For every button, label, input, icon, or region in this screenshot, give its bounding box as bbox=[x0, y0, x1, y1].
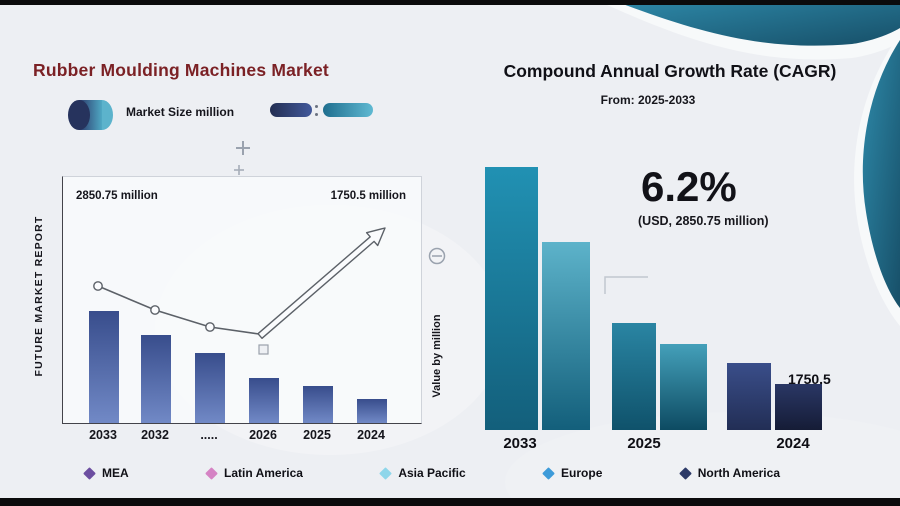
market-size-legend: Market Size million bbox=[64, 93, 394, 137]
cylinder-icon bbox=[68, 100, 113, 130]
legend-item-asia-pacific: Asia Pacific bbox=[379, 466, 466, 480]
market-x-labels: 2033 2032..... 2026 2025 2024 bbox=[62, 428, 420, 446]
market-bar-2032 bbox=[141, 335, 171, 423]
cagr-bar-2024-1 bbox=[727, 363, 771, 430]
diamond-icon bbox=[205, 466, 218, 480]
legend-pill-teal bbox=[323, 103, 373, 117]
legend-colon-separator bbox=[315, 105, 318, 116]
circle-minus-decoration-icon bbox=[428, 247, 446, 265]
legend-item-mea: MEA bbox=[83, 466, 129, 480]
value-annotation: 1750.5 bbox=[788, 371, 831, 387]
cagr-title: Compound Annual Growth Rate (CAGR) bbox=[503, 61, 837, 81]
corner-bracket-decoration bbox=[604, 276, 648, 294]
cagr-subtitle: From: 2025-2033 bbox=[600, 93, 696, 107]
legend-item-label: Asia Pacific bbox=[398, 466, 466, 480]
diamond-icon bbox=[678, 466, 692, 480]
market-size-legend-label: Market Size million bbox=[126, 105, 235, 119]
legend-item-label: MEA bbox=[102, 466, 129, 480]
cagr-value: 6.2% bbox=[641, 163, 737, 210]
legend-item-europe: Europe bbox=[542, 466, 603, 480]
plus-decoration-icon bbox=[236, 141, 250, 155]
cagr-detail: (USD, 2850.75 million) bbox=[638, 214, 769, 228]
dot bbox=[315, 105, 318, 108]
market-bar-2024 bbox=[357, 399, 387, 423]
x-axis-label: 2024 bbox=[357, 428, 385, 442]
x-axis-label: 2032 bbox=[141, 428, 169, 442]
cagr-x-label: 2033 bbox=[503, 435, 537, 452]
x-axis-label: 2026 bbox=[249, 428, 277, 442]
cagr-bar-2033-2 bbox=[542, 242, 590, 430]
x-axis-label: 2025 bbox=[303, 428, 331, 442]
market-bar-2025 bbox=[303, 386, 333, 423]
background-blob bbox=[505, 412, 900, 506]
plus-decoration-icon bbox=[234, 165, 244, 175]
legend-pill-navy bbox=[270, 103, 312, 117]
legend-item-latin-america: Latin America bbox=[205, 466, 303, 480]
legend-item-label: North America bbox=[697, 466, 780, 480]
left-y-axis-label: FUTURE MARKET REPORT bbox=[33, 215, 45, 377]
cagr-bar-2025-1 bbox=[612, 323, 656, 430]
x-axis-label: 2033 bbox=[89, 428, 117, 442]
footer-legend: MEA Latin America Asia Pacific Europe North … bbox=[83, 466, 780, 480]
right-y-axis-label: Value by million bbox=[431, 314, 443, 398]
diamond-icon bbox=[542, 466, 555, 480]
market-bar-..... bbox=[195, 353, 225, 423]
legend-item-north-america: North America bbox=[678, 466, 780, 480]
end-value-annotation: 1750.5 million bbox=[330, 190, 406, 202]
top-border-bar bbox=[0, 0, 900, 5]
cagr-bar-2033-1 bbox=[485, 167, 538, 430]
market-bar-2033 bbox=[89, 311, 119, 423]
x-axis-label: ..... bbox=[200, 428, 218, 442]
diamond-icon bbox=[83, 466, 96, 480]
dot bbox=[315, 113, 318, 116]
cagr-bar-2024-2 bbox=[775, 384, 822, 430]
legend-item-label: Europe bbox=[561, 466, 603, 480]
market-bar-2026 bbox=[249, 378, 279, 423]
left-chart-title: Rubber Moulding Machines Market bbox=[33, 60, 329, 80]
cagr-x-label: 2024 bbox=[776, 435, 810, 452]
bottom-border-bar bbox=[0, 498, 900, 506]
market-plot: 2850.75 million 1750.5 million bbox=[62, 176, 422, 424]
start-value-annotation: 2850.75 million bbox=[76, 190, 158, 202]
trend-line-arrow bbox=[93, 227, 386, 355]
diamond-icon bbox=[379, 466, 393, 480]
cagr-bar-2025-2 bbox=[660, 344, 707, 430]
cagr-x-label: 2025 bbox=[627, 435, 661, 452]
legend-item-label: Latin America bbox=[224, 466, 303, 480]
